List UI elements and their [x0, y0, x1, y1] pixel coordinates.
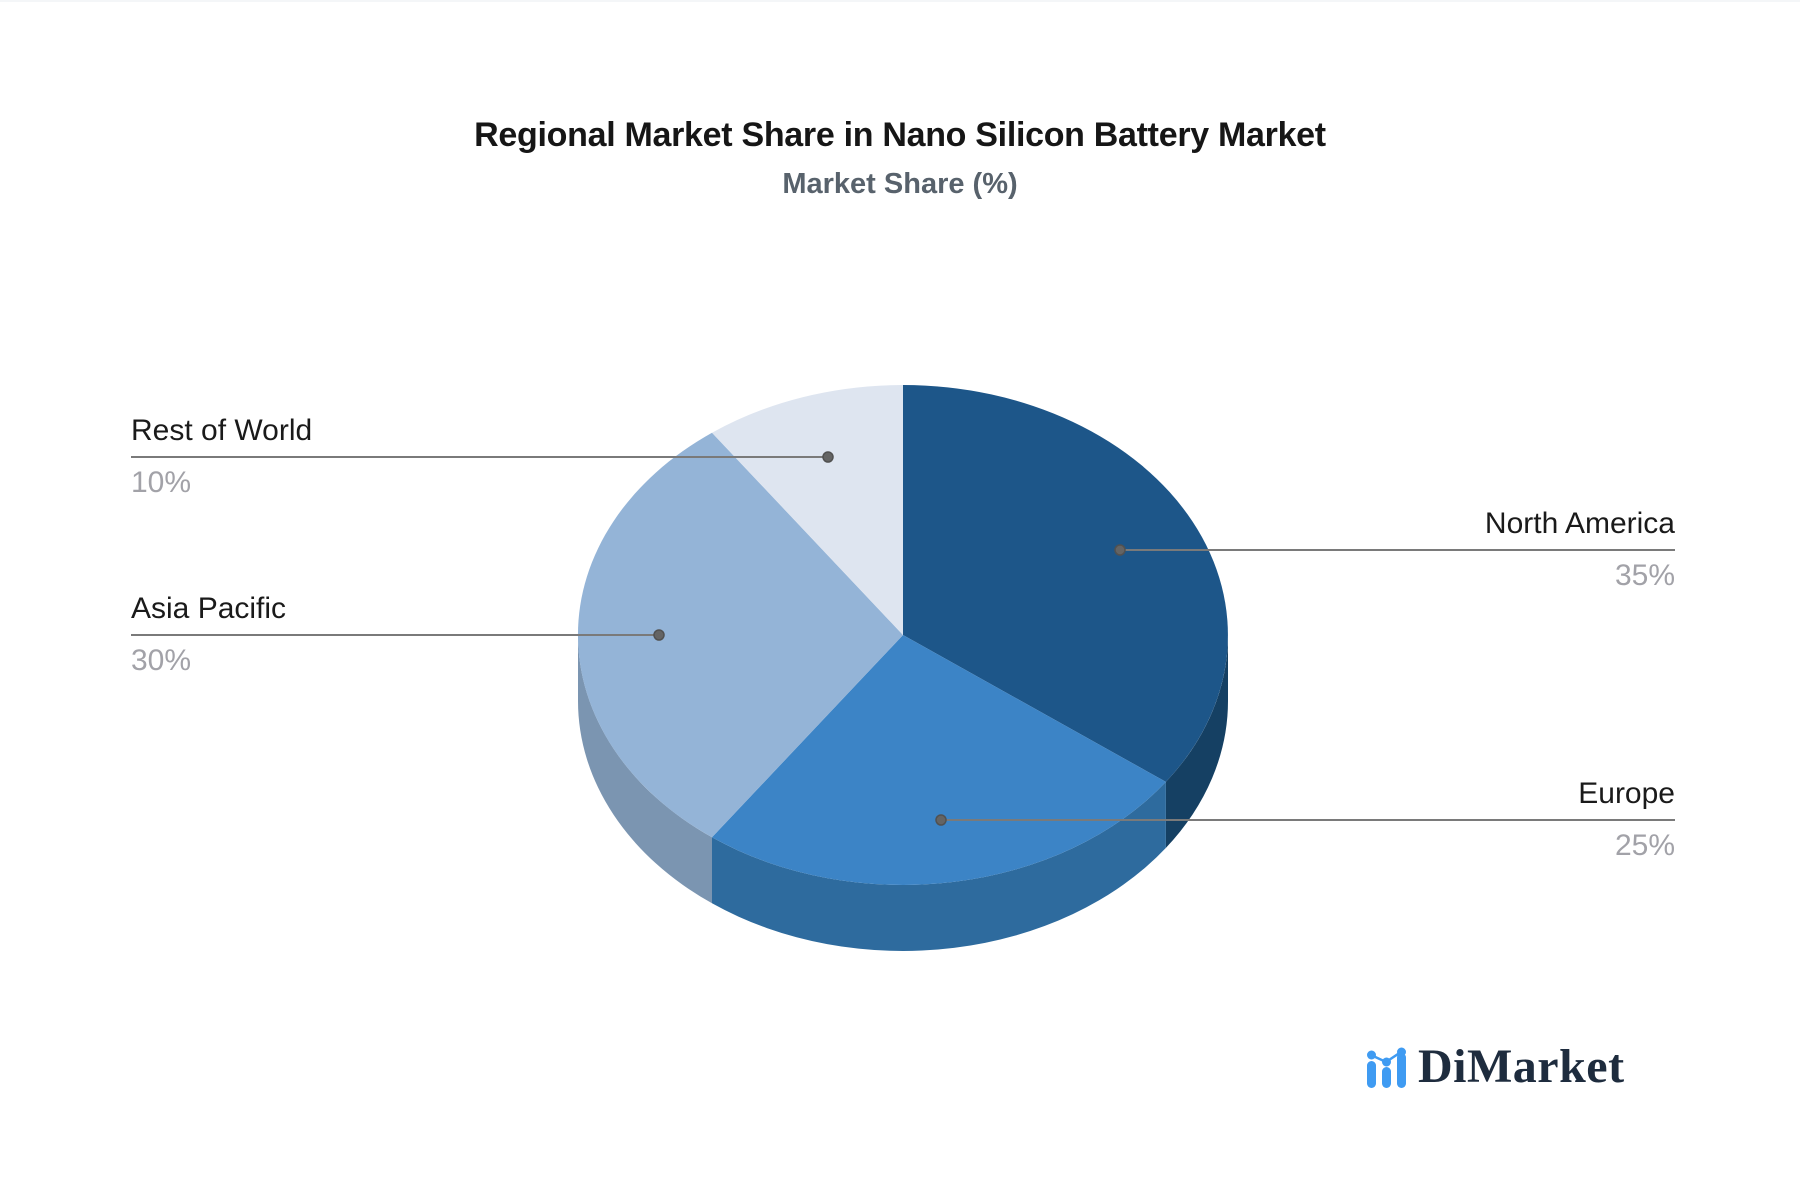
callout-asia-pacific: Asia Pacific 30%: [131, 593, 731, 677]
logo-text: DiMarket: [1418, 1040, 1625, 1093]
chart-title: Regional Market Share in Nano Silicon Ba…: [474, 116, 1326, 154]
slice-label-europe: Europe: [1578, 777, 1675, 810]
leader-dot-asia-pacific: [653, 629, 665, 641]
callout-rest-of-world: Rest of World 10%: [131, 415, 731, 499]
pie-slice-north-america[interactable]: [903, 385, 1228, 782]
slice-value-asia-pacific: 30%: [131, 644, 192, 677]
pie-slice-asia-pacific[interactable]: [577, 432, 903, 838]
pie-slice-side-europe: [712, 781, 1166, 951]
pie-slice-rest-of-world[interactable]: [712, 384, 903, 635]
slice-value-north-america: 35%: [1614, 559, 1675, 592]
top-edge: [0, 0, 1800, 2]
leader-dot-europe: [935, 814, 947, 826]
pie-slice-side-asia-pacific: [578, 635, 712, 904]
callout-europe: Europe 25%: [1075, 778, 1675, 862]
bar-chart-logo-icon: [1367, 1047, 1406, 1088]
slice-label-north-america: North America: [1484, 507, 1675, 540]
pie-slice-side-north-america: [1165, 635, 1228, 848]
callout-north-america: North America 35%: [1075, 508, 1675, 592]
chart-subtitle: Market Share (%): [782, 168, 1018, 200]
slice-value-rest-of-world: 10%: [131, 466, 192, 499]
slice-value-europe: 25%: [1614, 829, 1675, 862]
leader-dot-rest-of-world: [822, 451, 834, 463]
pie-slice-europe[interactable]: [712, 635, 1166, 885]
slice-label-asia-pacific: Asia Pacific: [131, 592, 287, 625]
leader-dot-north-america: [1114, 544, 1126, 556]
slice-label-rest-of-world: Rest of World: [131, 414, 313, 447]
